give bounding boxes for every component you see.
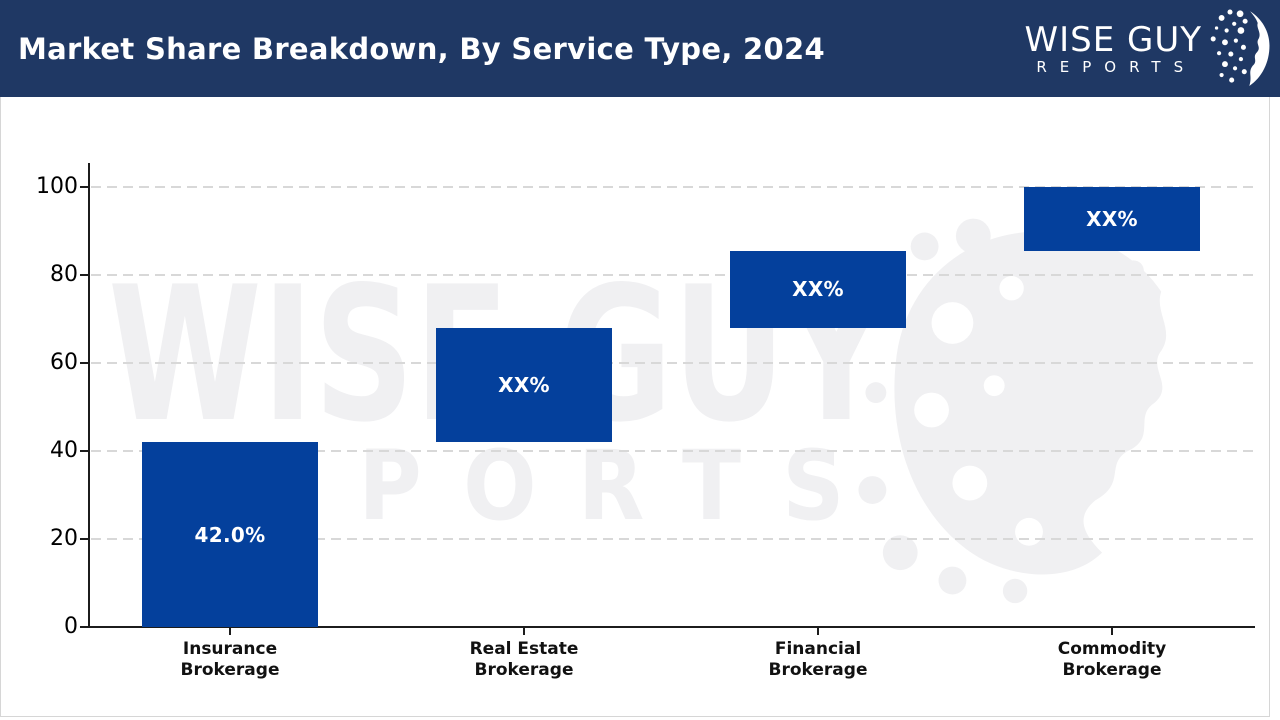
y-tick-mark (80, 274, 89, 277)
y-tick-label-60: 60 (50, 350, 78, 376)
gridline-40 (91, 450, 1253, 453)
logo-reports-text: REPORTS (1036, 57, 1197, 76)
y-axis-line (88, 163, 90, 628)
logo-text: WISE GUY REPORTS (1024, 20, 1202, 76)
logo-wiseguy-text: WISE GUY (1024, 20, 1202, 61)
bar-financial-brokerage: XX% (730, 250, 906, 328)
wise-guy-reports-logo: WISE GUY REPORTS (1024, 7, 1272, 91)
gridline-80 (91, 274, 1253, 277)
x-tick-mark (229, 628, 231, 635)
gridline-20 (91, 538, 1253, 541)
gridline-100 (91, 186, 1253, 189)
y-tick-mark (80, 450, 89, 453)
y-tick-mark (80, 186, 89, 189)
bar-value-label: XX% (1086, 207, 1138, 232)
x-category-label-line: Commodity (1057, 639, 1167, 659)
x-tick-mark (523, 628, 525, 635)
y-tick-label-100: 100 (36, 174, 78, 200)
y-tick-mark (80, 538, 89, 541)
x-tick-mark (817, 628, 819, 635)
bar-real-estate-brokerage: XX% (436, 327, 612, 443)
y-tick-mark (80, 362, 89, 365)
chart-title: Market Share Breakdown, By Service Type,… (18, 31, 825, 66)
y-tick-label-0: 0 (64, 614, 78, 639)
x-category-label-line: Brokerage (768, 660, 868, 680)
x-category-label-line: Insurance (182, 639, 278, 659)
x-category-label-line: Brokerage (180, 660, 280, 680)
bar-commodity-brokerage: XX% (1024, 187, 1200, 251)
y-tick-mark (80, 626, 89, 628)
x-category-label-insurance-brokerage: Insurance Brokerage (120, 639, 340, 681)
x-category-label-commodity-brokerage: Commodity Brokerage (1002, 639, 1222, 681)
bar-value-label: 42.0% (194, 522, 266, 547)
bar-value-label: XX% (498, 373, 550, 398)
x-axis-line (88, 626, 1255, 628)
y-tick-label-20: 20 (50, 526, 78, 552)
x-category-label-line: Real Estate (469, 639, 579, 659)
bar-insurance-brokerage: 42.0% (142, 442, 318, 627)
x-category-label-real-estate-brokerage: Real Estate Brokerage (414, 639, 634, 681)
x-category-label-line: Financial (774, 639, 862, 659)
x-category-label-financial-brokerage: Financial Brokerage (708, 639, 928, 681)
bar-value-label: XX% (792, 277, 844, 302)
y-tick-label-40: 40 (50, 438, 78, 464)
header-bar: Market Share Breakdown, By Service Type,… (0, 0, 1280, 97)
logo-face-icon (1210, 9, 1270, 86)
gridline-60 (91, 362, 1253, 365)
x-category-label-line: Brokerage (474, 660, 574, 680)
y-tick-label-80: 80 (50, 262, 78, 288)
x-category-label-line: Brokerage (1062, 660, 1162, 680)
x-tick-mark (1111, 628, 1113, 635)
watermark-face-logo (858, 218, 1167, 604)
